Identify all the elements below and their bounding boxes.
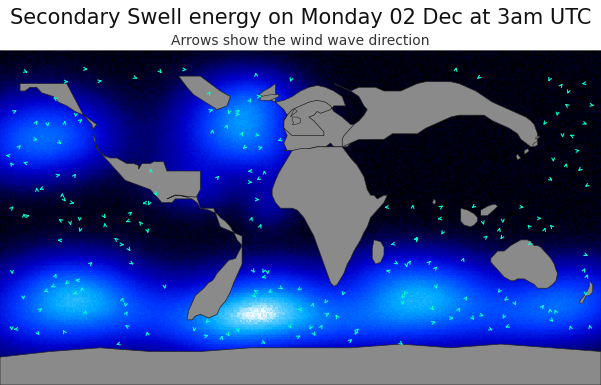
Polygon shape	[491, 240, 558, 288]
Polygon shape	[292, 117, 300, 124]
Polygon shape	[167, 195, 242, 320]
Polygon shape	[260, 95, 279, 100]
Polygon shape	[272, 147, 387, 286]
Polygon shape	[290, 110, 297, 117]
Polygon shape	[579, 281, 593, 303]
Polygon shape	[461, 208, 477, 227]
Polygon shape	[178, 76, 230, 110]
Polygon shape	[536, 136, 539, 139]
Polygon shape	[334, 82, 537, 147]
Text: Secondary Swell energy on Monday 02 Dec at 3am UTC: Secondary Swell energy on Monday 02 Dec …	[10, 8, 591, 27]
Polygon shape	[532, 141, 537, 147]
Polygon shape	[481, 204, 498, 216]
Polygon shape	[20, 84, 200, 203]
Polygon shape	[524, 149, 529, 154]
Polygon shape	[432, 199, 436, 204]
Polygon shape	[259, 84, 371, 151]
Polygon shape	[516, 154, 521, 160]
Text: Arrows show the wind wave direction: Arrows show the wind wave direction	[171, 34, 430, 48]
Polygon shape	[0, 344, 601, 385]
Polygon shape	[372, 240, 384, 264]
